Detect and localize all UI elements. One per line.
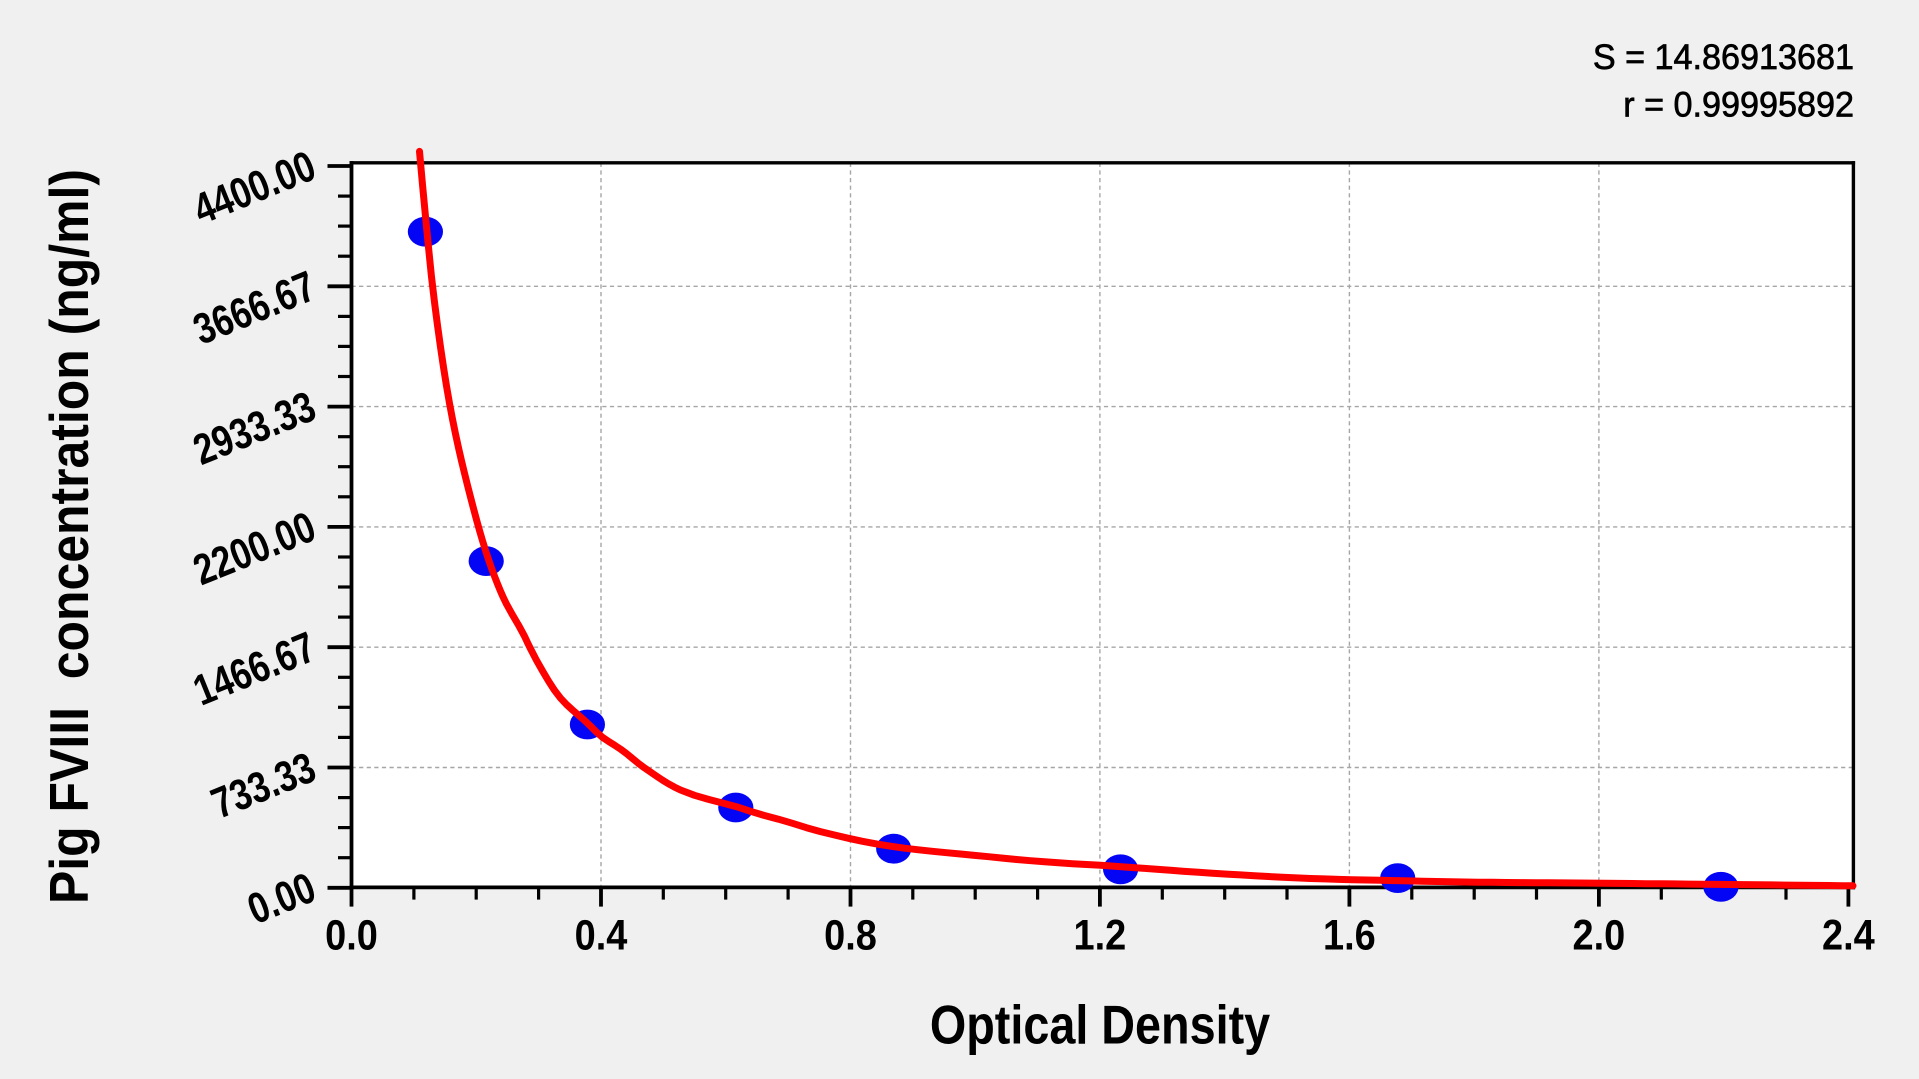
svg-text:Pig FVIII concentration (ng/m: Pig FVIII concentration (ng/ml): [39, 169, 101, 904]
svg-text:0.0: 0.0: [325, 910, 378, 959]
svg-text:0.4: 0.4: [575, 910, 628, 959]
svg-text:2.4: 2.4: [1822, 910, 1875, 959]
svg-text:2.0: 2.0: [1573, 910, 1626, 959]
svg-text:Optical Density: Optical Density: [930, 994, 1271, 1055]
svg-text:0.8: 0.8: [824, 910, 877, 959]
svg-text:1.2: 1.2: [1074, 910, 1127, 959]
svg-text:1.6: 1.6: [1323, 910, 1376, 959]
svg-text:r = 0.99995892: r = 0.99995892: [1623, 85, 1854, 125]
svg-text:S = 14.86913681: S = 14.86913681: [1593, 37, 1854, 77]
